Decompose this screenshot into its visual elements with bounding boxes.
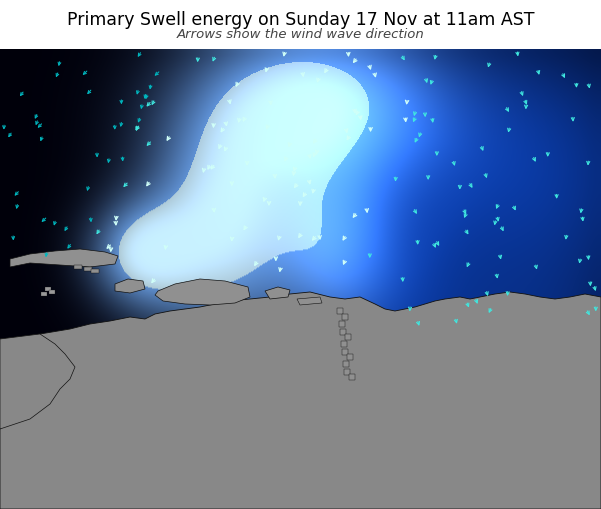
Polygon shape [337, 308, 343, 315]
Polygon shape [349, 374, 355, 380]
Polygon shape [339, 321, 345, 327]
Polygon shape [344, 369, 350, 375]
Text: Arrows show the wind wave direction: Arrows show the wind wave direction [177, 28, 424, 41]
Polygon shape [49, 291, 55, 294]
Polygon shape [0, 334, 75, 429]
Polygon shape [0, 292, 601, 509]
Polygon shape [340, 329, 346, 335]
Polygon shape [341, 342, 347, 347]
Polygon shape [342, 315, 348, 320]
Polygon shape [10, 249, 118, 267]
Polygon shape [343, 361, 349, 367]
Polygon shape [84, 267, 92, 271]
Polygon shape [91, 269, 99, 273]
Polygon shape [297, 297, 322, 305]
Polygon shape [342, 349, 348, 355]
Polygon shape [45, 288, 51, 292]
Polygon shape [345, 334, 351, 341]
Polygon shape [155, 279, 250, 305]
Polygon shape [41, 292, 47, 296]
Text: Primary Swell energy on Sunday 17 Nov at 11am AST: Primary Swell energy on Sunday 17 Nov at… [67, 11, 534, 29]
Polygon shape [115, 279, 145, 293]
Polygon shape [347, 354, 353, 360]
Polygon shape [74, 266, 82, 269]
Polygon shape [265, 288, 290, 299]
